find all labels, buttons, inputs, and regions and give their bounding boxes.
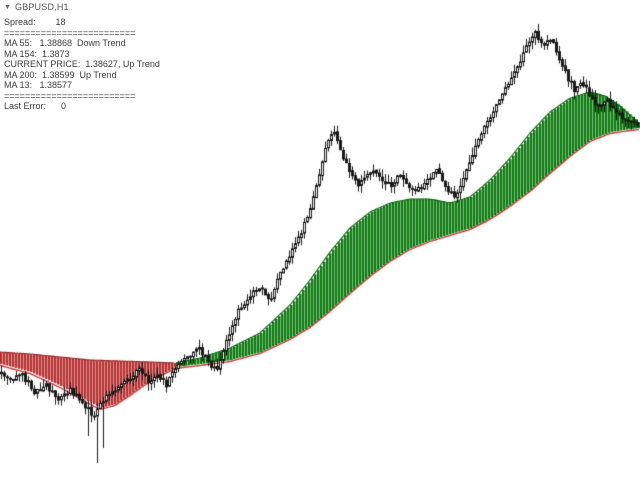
symbol-dropdown-icon[interactable]: ▼ (4, 3, 11, 11)
symbol-row: ▼ GBPUSD,H1 (4, 2, 160, 12)
symbol-label: GBPUSD,H1 (14, 2, 69, 12)
